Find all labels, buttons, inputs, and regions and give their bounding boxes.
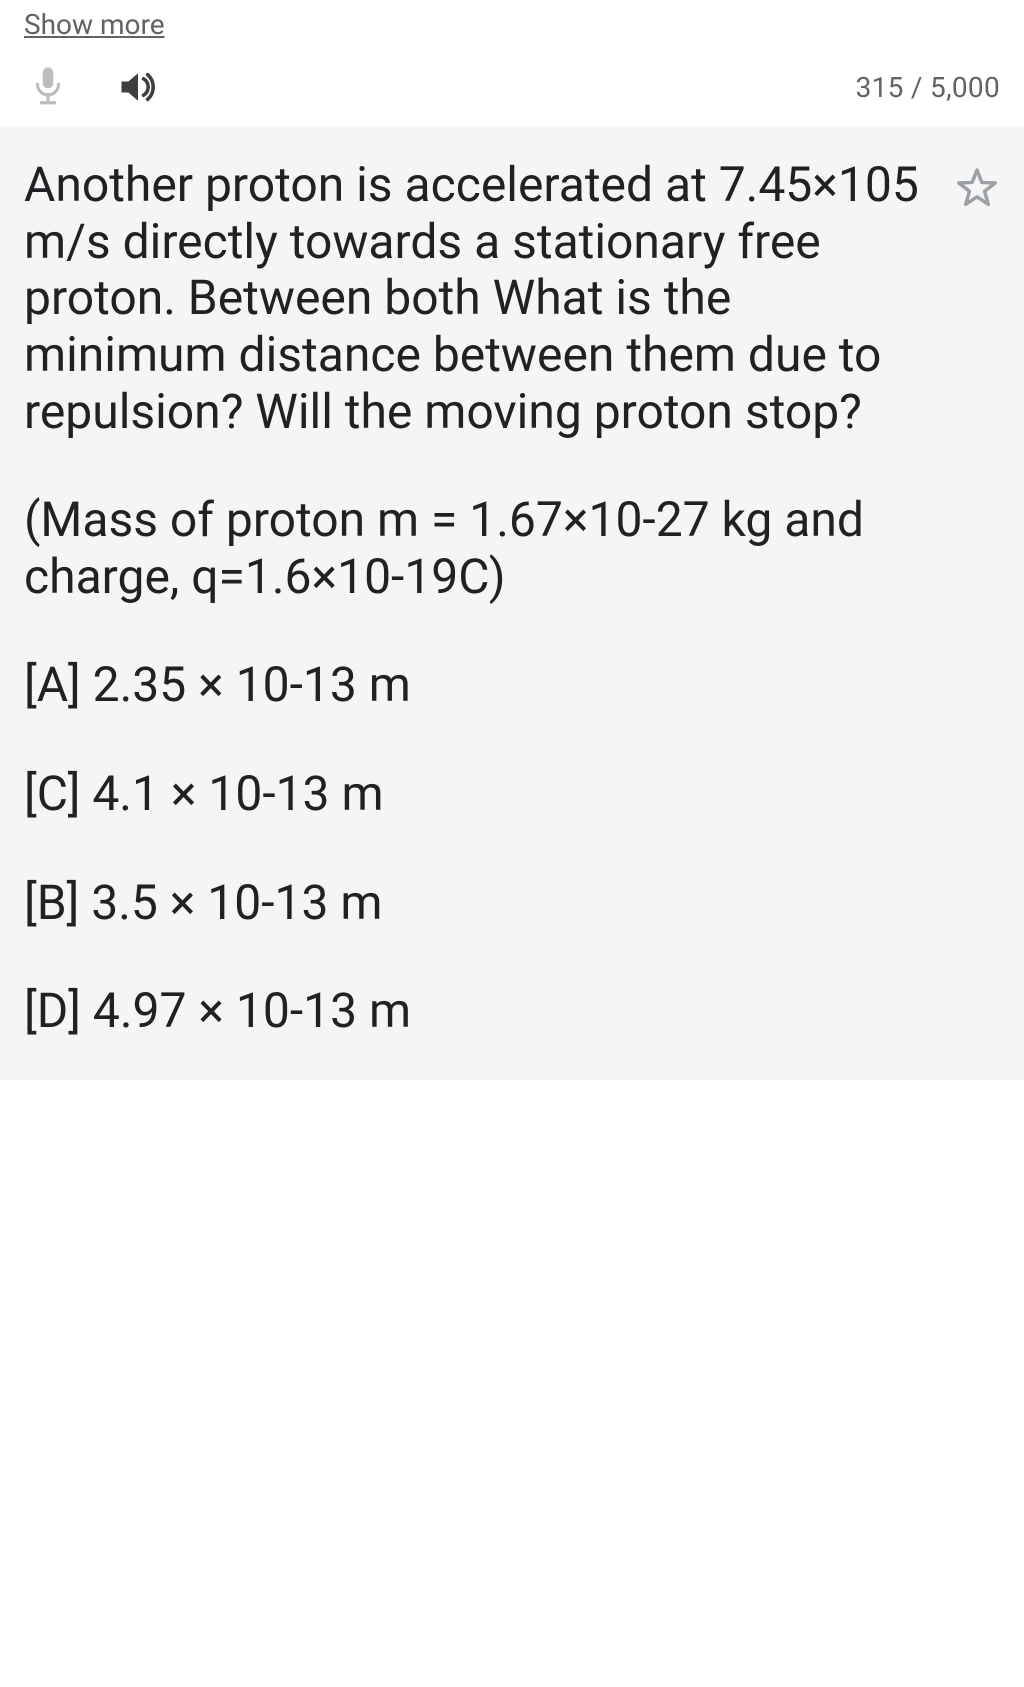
option-a: [A] 2.35 × 10-13 m (24, 657, 1000, 714)
question-given: (Mass of proton m = 1.67×10-27 kg and ch… (24, 492, 1000, 605)
options-list: [A] 2.35 × 10-13 m [C] 4.1 × 10-13 m [B]… (24, 657, 1000, 1040)
input-toolbar-section: Show more 315 / 5,000 (0, 0, 1024, 127)
translation-output-section: Another proton is accelerated at 7.45×10… (0, 127, 1024, 1080)
option-d: [D] 4.97 × 10-13 m (24, 983, 1000, 1040)
star-button[interactable] (954, 157, 1000, 211)
question-row: Another proton is accelerated at 7.45×10… (24, 157, 1000, 440)
toolbar-row: 315 / 5,000 (24, 65, 1000, 109)
toolbar-icons (24, 65, 160, 109)
speaker-icon[interactable] (116, 65, 160, 109)
microphone-icon[interactable] (32, 66, 64, 108)
option-b: [B] 3.5 × 10-13 m (24, 875, 1000, 932)
question-text: Another proton is accelerated at 7.45×10… (24, 157, 934, 440)
show-more-link[interactable]: Show more (24, 8, 165, 41)
option-c: [C] 4.1 × 10-13 m (24, 766, 1000, 823)
character-counter: 315 / 5,000 (856, 71, 1000, 104)
